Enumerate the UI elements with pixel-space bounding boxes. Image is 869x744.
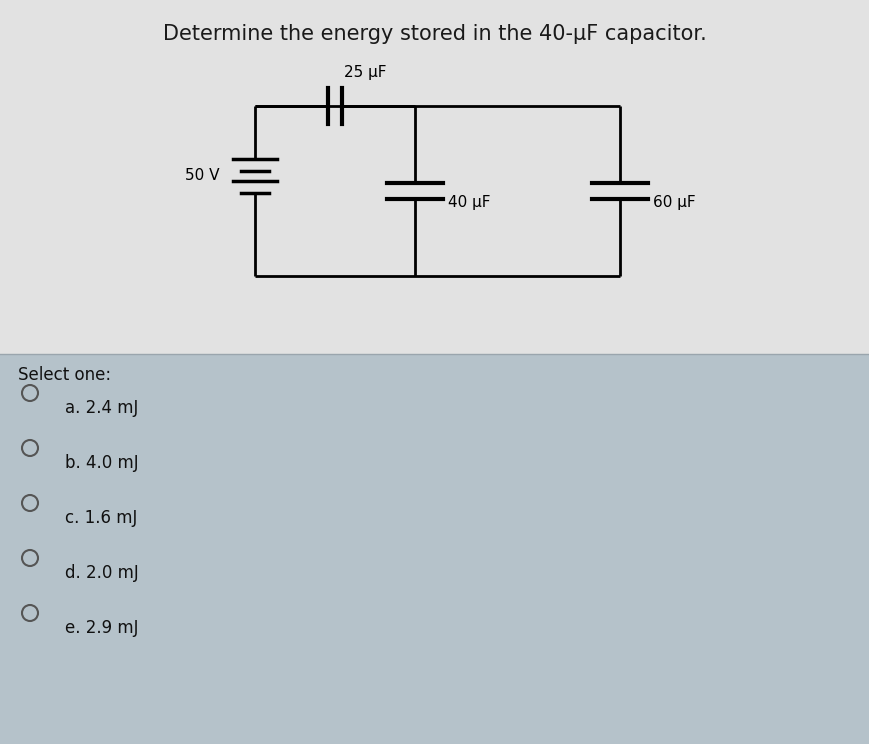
Bar <box>0 354 869 744</box>
Text: 60 μF: 60 μF <box>653 196 695 211</box>
Text: e. 2.9 mJ: e. 2.9 mJ <box>65 619 138 637</box>
Text: b. 4.0 mJ: b. 4.0 mJ <box>65 454 138 472</box>
Text: d. 2.0 mJ: d. 2.0 mJ <box>65 564 138 582</box>
Text: c. 1.6 mJ: c. 1.6 mJ <box>65 509 137 527</box>
Text: Select one:: Select one: <box>18 366 111 384</box>
Bar <box>0 0 869 354</box>
Text: Determine the energy stored in the 40-μF capacitor.: Determine the energy stored in the 40-μF… <box>163 24 706 44</box>
Text: a. 2.4 mJ: a. 2.4 mJ <box>65 399 138 417</box>
Text: 50 V: 50 V <box>185 168 220 184</box>
Text: 25 μF: 25 μF <box>343 65 386 80</box>
Text: 40 μF: 40 μF <box>448 196 490 211</box>
